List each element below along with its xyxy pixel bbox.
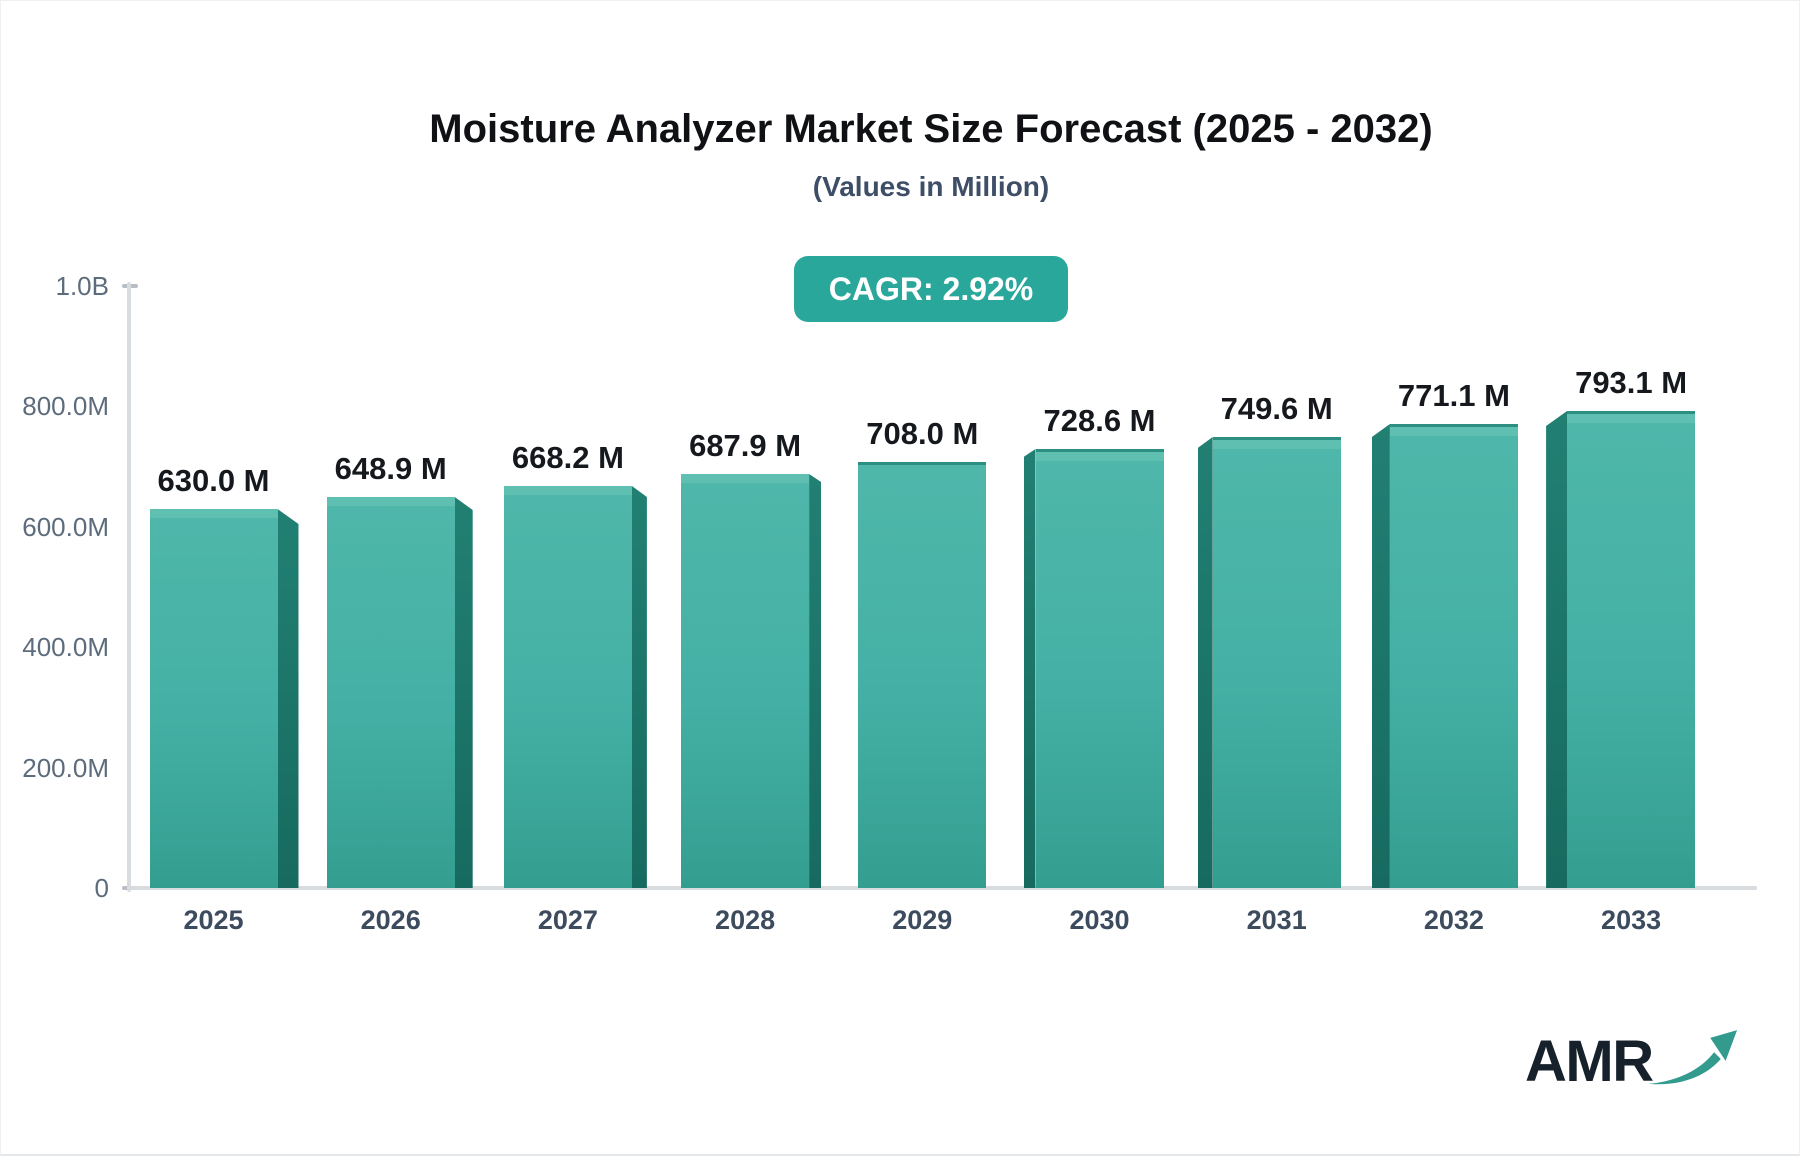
bar-side-face <box>1023 449 1036 888</box>
x-tick-label-2028: 2028 <box>715 905 776 935</box>
x-tick-label-2027: 2027 <box>537 905 598 935</box>
x-tick-label-2032: 2032 <box>1423 905 1484 935</box>
y-tick-label: 0 <box>94 873 109 903</box>
cagr-badge-label: CAGR: 2.92% <box>828 270 1034 307</box>
amr-logo: AMR <box>1525 1029 1739 1094</box>
x-tick-label-2030: 2030 <box>1069 905 1130 935</box>
y-tick-label: 800.0M <box>22 391 109 422</box>
y-tick-label: 400.0M <box>22 632 109 663</box>
bar-value-label-2030: 728.6 M <box>1043 403 1156 438</box>
bar-side-face <box>809 474 822 888</box>
y-tick-label: 600.0M <box>22 511 109 542</box>
bar-2032 <box>1389 424 1518 888</box>
bar-2025 <box>149 509 278 888</box>
bar-2027 <box>503 486 632 888</box>
bar-value-label-2029: 708.0 M <box>866 416 979 451</box>
bar-2031 <box>1212 437 1341 888</box>
bar-side-face <box>1546 411 1568 888</box>
bar-2028 <box>681 474 810 888</box>
page-title: Moisture Analyzer Market Size Forecast (… <box>429 107 1433 151</box>
bar-value-label-2031: 749.6 M <box>1220 391 1333 426</box>
cagr-badge: CAGR: 2.92% <box>794 256 1068 322</box>
bar-top-face <box>681 474 810 483</box>
bar-value-label-2027: 668.2 M <box>511 440 624 475</box>
x-tick-label-2031: 2031 <box>1246 905 1307 935</box>
x-tick-label-2029: 2029 <box>892 905 953 935</box>
y-tick-label: 1.0B <box>55 271 110 301</box>
bar-value-label-2032: 771.1 M <box>1397 378 1510 413</box>
y-tick-label: 200.0M <box>22 752 109 783</box>
y-axis-line <box>127 282 131 892</box>
bar-side-face <box>1371 424 1390 888</box>
bar-top-face <box>1035 452 1164 461</box>
bar-2033 <box>1567 411 1696 888</box>
bar-2026 <box>326 497 455 888</box>
bar-top-face <box>326 497 455 506</box>
bar-top-face <box>1389 427 1518 436</box>
bar-top-face <box>149 509 278 518</box>
bar-value-label-2025: 630.0 M <box>157 463 270 498</box>
bar-side-face <box>454 497 473 888</box>
bar-value-label-2026: 648.9 M <box>334 451 447 486</box>
bar-2030 <box>1035 449 1164 888</box>
bar-2029 <box>858 462 987 888</box>
bar-value-label-2028: 687.9 M <box>689 428 802 463</box>
bar-side-face <box>1197 437 1213 888</box>
x-tick-label-2033: 2033 <box>1601 905 1662 935</box>
bar-top-face <box>503 486 632 495</box>
bar-side-face <box>277 509 299 888</box>
x-tick-label-2026: 2026 <box>360 905 421 935</box>
bar-top-face <box>1567 414 1696 423</box>
amr-logo-text: AMR <box>1525 1029 1654 1094</box>
bar-top-face <box>1212 440 1341 449</box>
page-subtitle: (Values in Million) <box>812 171 1050 202</box>
bar-value-label-2033: 793.1 M <box>1575 365 1688 400</box>
growth-arrow-icon <box>1648 1030 1737 1085</box>
x-tick-label-2025: 2025 <box>183 905 244 935</box>
bar-side-face <box>631 486 647 888</box>
x-axis-line <box>127 886 1757 890</box>
